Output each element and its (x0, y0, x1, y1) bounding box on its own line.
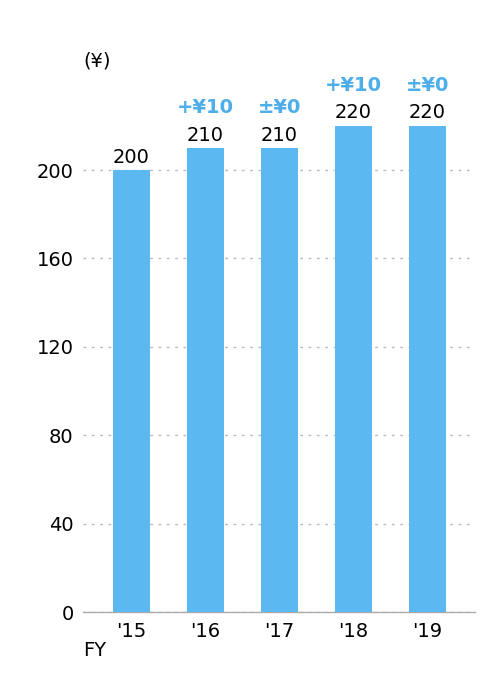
Bar (187, 148, 224, 612)
Text: ±¥0: ±¥0 (258, 98, 301, 117)
Text: +¥10: +¥10 (325, 76, 382, 95)
Text: 210: 210 (187, 126, 224, 145)
Text: 220: 220 (335, 103, 372, 122)
Text: 220: 220 (409, 103, 446, 122)
Text: +¥10: +¥10 (177, 98, 234, 117)
Bar (261, 148, 298, 612)
Text: 210: 210 (261, 126, 298, 145)
Text: 200: 200 (113, 148, 150, 167)
Text: ±¥0: ±¥0 (406, 76, 449, 95)
Bar (335, 126, 372, 612)
Bar (409, 126, 446, 612)
Text: FY: FY (83, 641, 106, 660)
Bar (113, 170, 150, 612)
Text: (¥): (¥) (83, 52, 111, 71)
